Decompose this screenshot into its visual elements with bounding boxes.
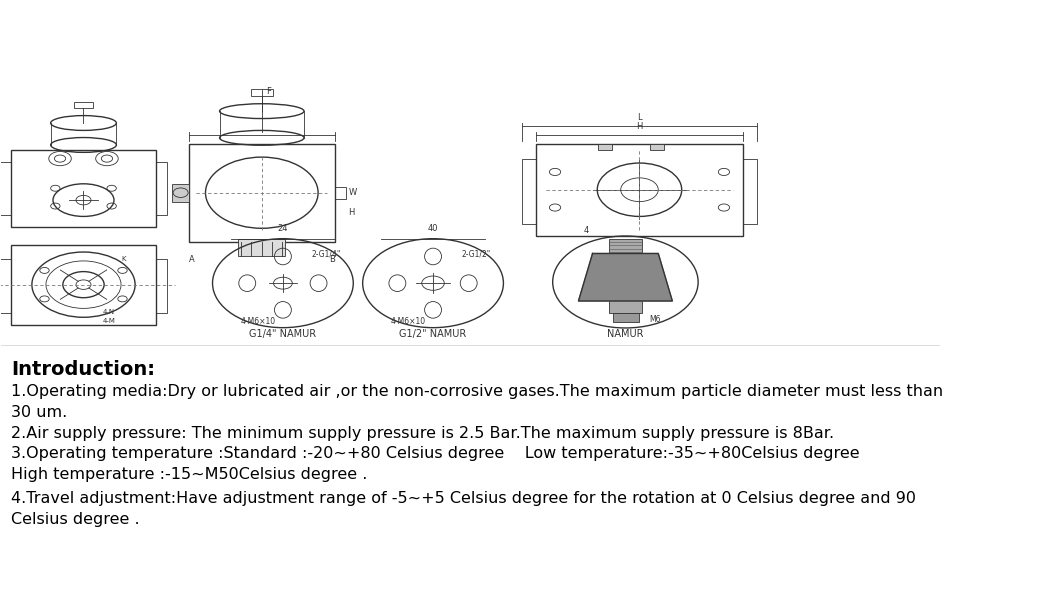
Text: 2-G1/2": 2-G1/2"	[461, 250, 491, 259]
Bar	[610, 300, 642, 313]
Bar	[0, 162, 11, 215]
Bar	[156, 259, 167, 313]
Bar	[614, 313, 638, 322]
Bar	[238, 238, 285, 256]
Text: 4: 4	[583, 226, 588, 235]
Text: M6: M6	[649, 315, 660, 324]
Text: G1/4" NAMUR: G1/4" NAMUR	[249, 328, 317, 339]
Text: B: B	[329, 255, 335, 264]
Bar	[11, 150, 156, 227]
Bar	[598, 144, 613, 150]
Bar	[74, 103, 93, 108]
Text: 2.Air supply pressure: The minimum supply pressure is 2.5 Bar.The maximum supply: 2.Air supply pressure: The minimum suppl…	[11, 426, 834, 440]
Bar	[172, 184, 189, 201]
Bar	[335, 187, 346, 198]
Text: 30 um.: 30 um.	[11, 405, 67, 420]
Text: 40: 40	[428, 224, 438, 233]
Bar	[523, 159, 536, 224]
Polygon shape	[579, 253, 672, 301]
Text: 24: 24	[278, 224, 288, 233]
Text: H: H	[636, 122, 642, 131]
Text: F: F	[266, 87, 271, 96]
Text: 4-M: 4-M	[102, 318, 116, 324]
Text: 4-M6×10: 4-M6×10	[391, 316, 426, 325]
Text: W: W	[349, 188, 357, 197]
Text: High temperature :-15~M50Celsius degree .: High temperature :-15~M50Celsius degree …	[11, 467, 367, 482]
Bar	[536, 144, 743, 235]
Text: 3.Operating temperature :Standard :-20~+80 Celsius degree    Low temperature:-35: 3.Operating temperature :Standard :-20~+…	[11, 446, 860, 461]
Text: 4-M6×10: 4-M6×10	[241, 316, 276, 325]
Text: 1.Operating media:Dry or lubricated air ,or the non-corrosive gases.The maximum : 1.Operating media:Dry or lubricated air …	[11, 384, 943, 399]
Text: 2-G1/4": 2-G1/4"	[311, 250, 340, 259]
Text: G1/2" NAMUR: G1/2" NAMUR	[400, 328, 466, 339]
Text: NAMUR: NAMUR	[607, 328, 643, 339]
Text: Celsius degree .: Celsius degree .	[11, 511, 140, 526]
Bar	[189, 144, 335, 241]
Text: A: A	[189, 255, 195, 264]
Bar	[650, 144, 664, 150]
Text: L: L	[637, 113, 641, 122]
Bar	[250, 89, 273, 97]
Text: H: H	[349, 208, 355, 217]
Text: Introduction:: Introduction:	[11, 361, 155, 379]
Text: 4-N: 4-N	[102, 309, 114, 315]
Bar	[0, 259, 11, 313]
Text: K: K	[121, 256, 125, 262]
Bar	[743, 159, 757, 224]
Bar	[156, 162, 167, 215]
Bar	[610, 238, 642, 253]
Text: 4.Travel adjustment:Have adjustment range of -5~+5 Celsius degree for the rotati: 4.Travel adjustment:Have adjustment rang…	[11, 491, 916, 506]
Bar	[11, 244, 156, 325]
